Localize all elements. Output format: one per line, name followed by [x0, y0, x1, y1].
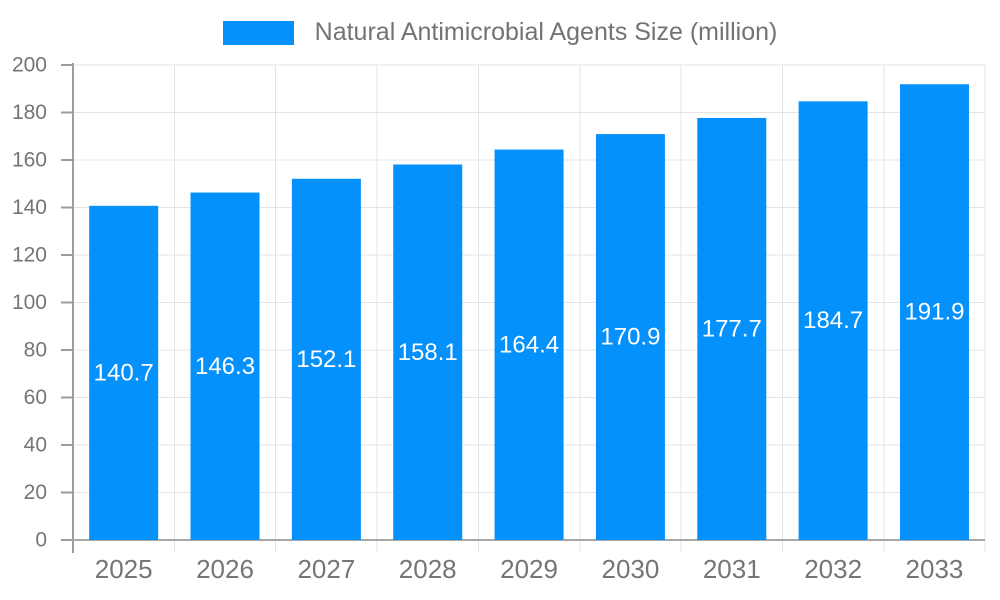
- y-tick-label-180: 180: [12, 101, 47, 124]
- x-tick-label-2033: 2033: [906, 554, 964, 584]
- bar-value-label-2026: 146.3: [195, 353, 255, 380]
- bar-2033[interactable]: [899, 84, 969, 541]
- y-tick-label-80: 80: [24, 339, 47, 362]
- x-tick-label-2029: 2029: [500, 554, 558, 584]
- bar-2032[interactable]: [798, 101, 868, 541]
- legend-swatch-icon: [222, 20, 294, 45]
- x-tick-label-2028: 2028: [399, 554, 457, 584]
- bar-value-label-2030: 170.9: [600, 324, 660, 351]
- bar-2030[interactable]: [595, 134, 665, 541]
- x-tick-label-2027: 2027: [297, 554, 355, 584]
- bar-value-label-2033: 191.9: [904, 299, 964, 326]
- x-tick-label-2025: 2025: [95, 554, 153, 584]
- y-tick-label-120: 120: [12, 244, 47, 267]
- bar-2025[interactable]: [89, 205, 159, 540]
- legend-item[interactable]: Natural Antimicrobial Agents Size (milli…: [222, 18, 778, 47]
- bar-2026[interactable]: [190, 192, 260, 540]
- x-tick-label-2032: 2032: [804, 554, 862, 584]
- legend: Natural Antimicrobial Agents Size (milli…: [0, 18, 1000, 47]
- bar-value-label-2025: 140.7: [94, 359, 154, 386]
- x-tick-label-2031: 2031: [703, 554, 761, 584]
- legend-label: Natural Antimicrobial Agents Size (milli…: [314, 18, 778, 46]
- y-tick-label-40: 40: [24, 434, 47, 457]
- bar-value-label-2027: 152.1: [296, 346, 356, 373]
- bar-2027[interactable]: [291, 178, 361, 540]
- y-tick-label-60: 60: [24, 386, 47, 409]
- bar-2031[interactable]: [697, 117, 767, 541]
- y-tick-label-20: 20: [24, 481, 47, 504]
- x-tick-label-2026: 2026: [196, 554, 254, 584]
- bar-value-label-2031: 177.7: [702, 315, 762, 342]
- y-tick-label-0: 0: [35, 529, 47, 552]
- y-tick-label-200: 200: [12, 54, 47, 77]
- bar-value-label-2028: 158.1: [398, 339, 458, 366]
- bar-2029[interactable]: [494, 149, 564, 541]
- y-tick-label-140: 140: [12, 196, 47, 219]
- x-tick-label-2030: 2030: [602, 554, 660, 584]
- bar-value-label-2029: 164.4: [499, 331, 559, 358]
- y-tick-label-160: 160: [12, 149, 47, 172]
- bar-value-label-2032: 184.7: [803, 307, 863, 334]
- bar-2028[interactable]: [393, 164, 463, 540]
- y-tick-label-100: 100: [12, 291, 47, 314]
